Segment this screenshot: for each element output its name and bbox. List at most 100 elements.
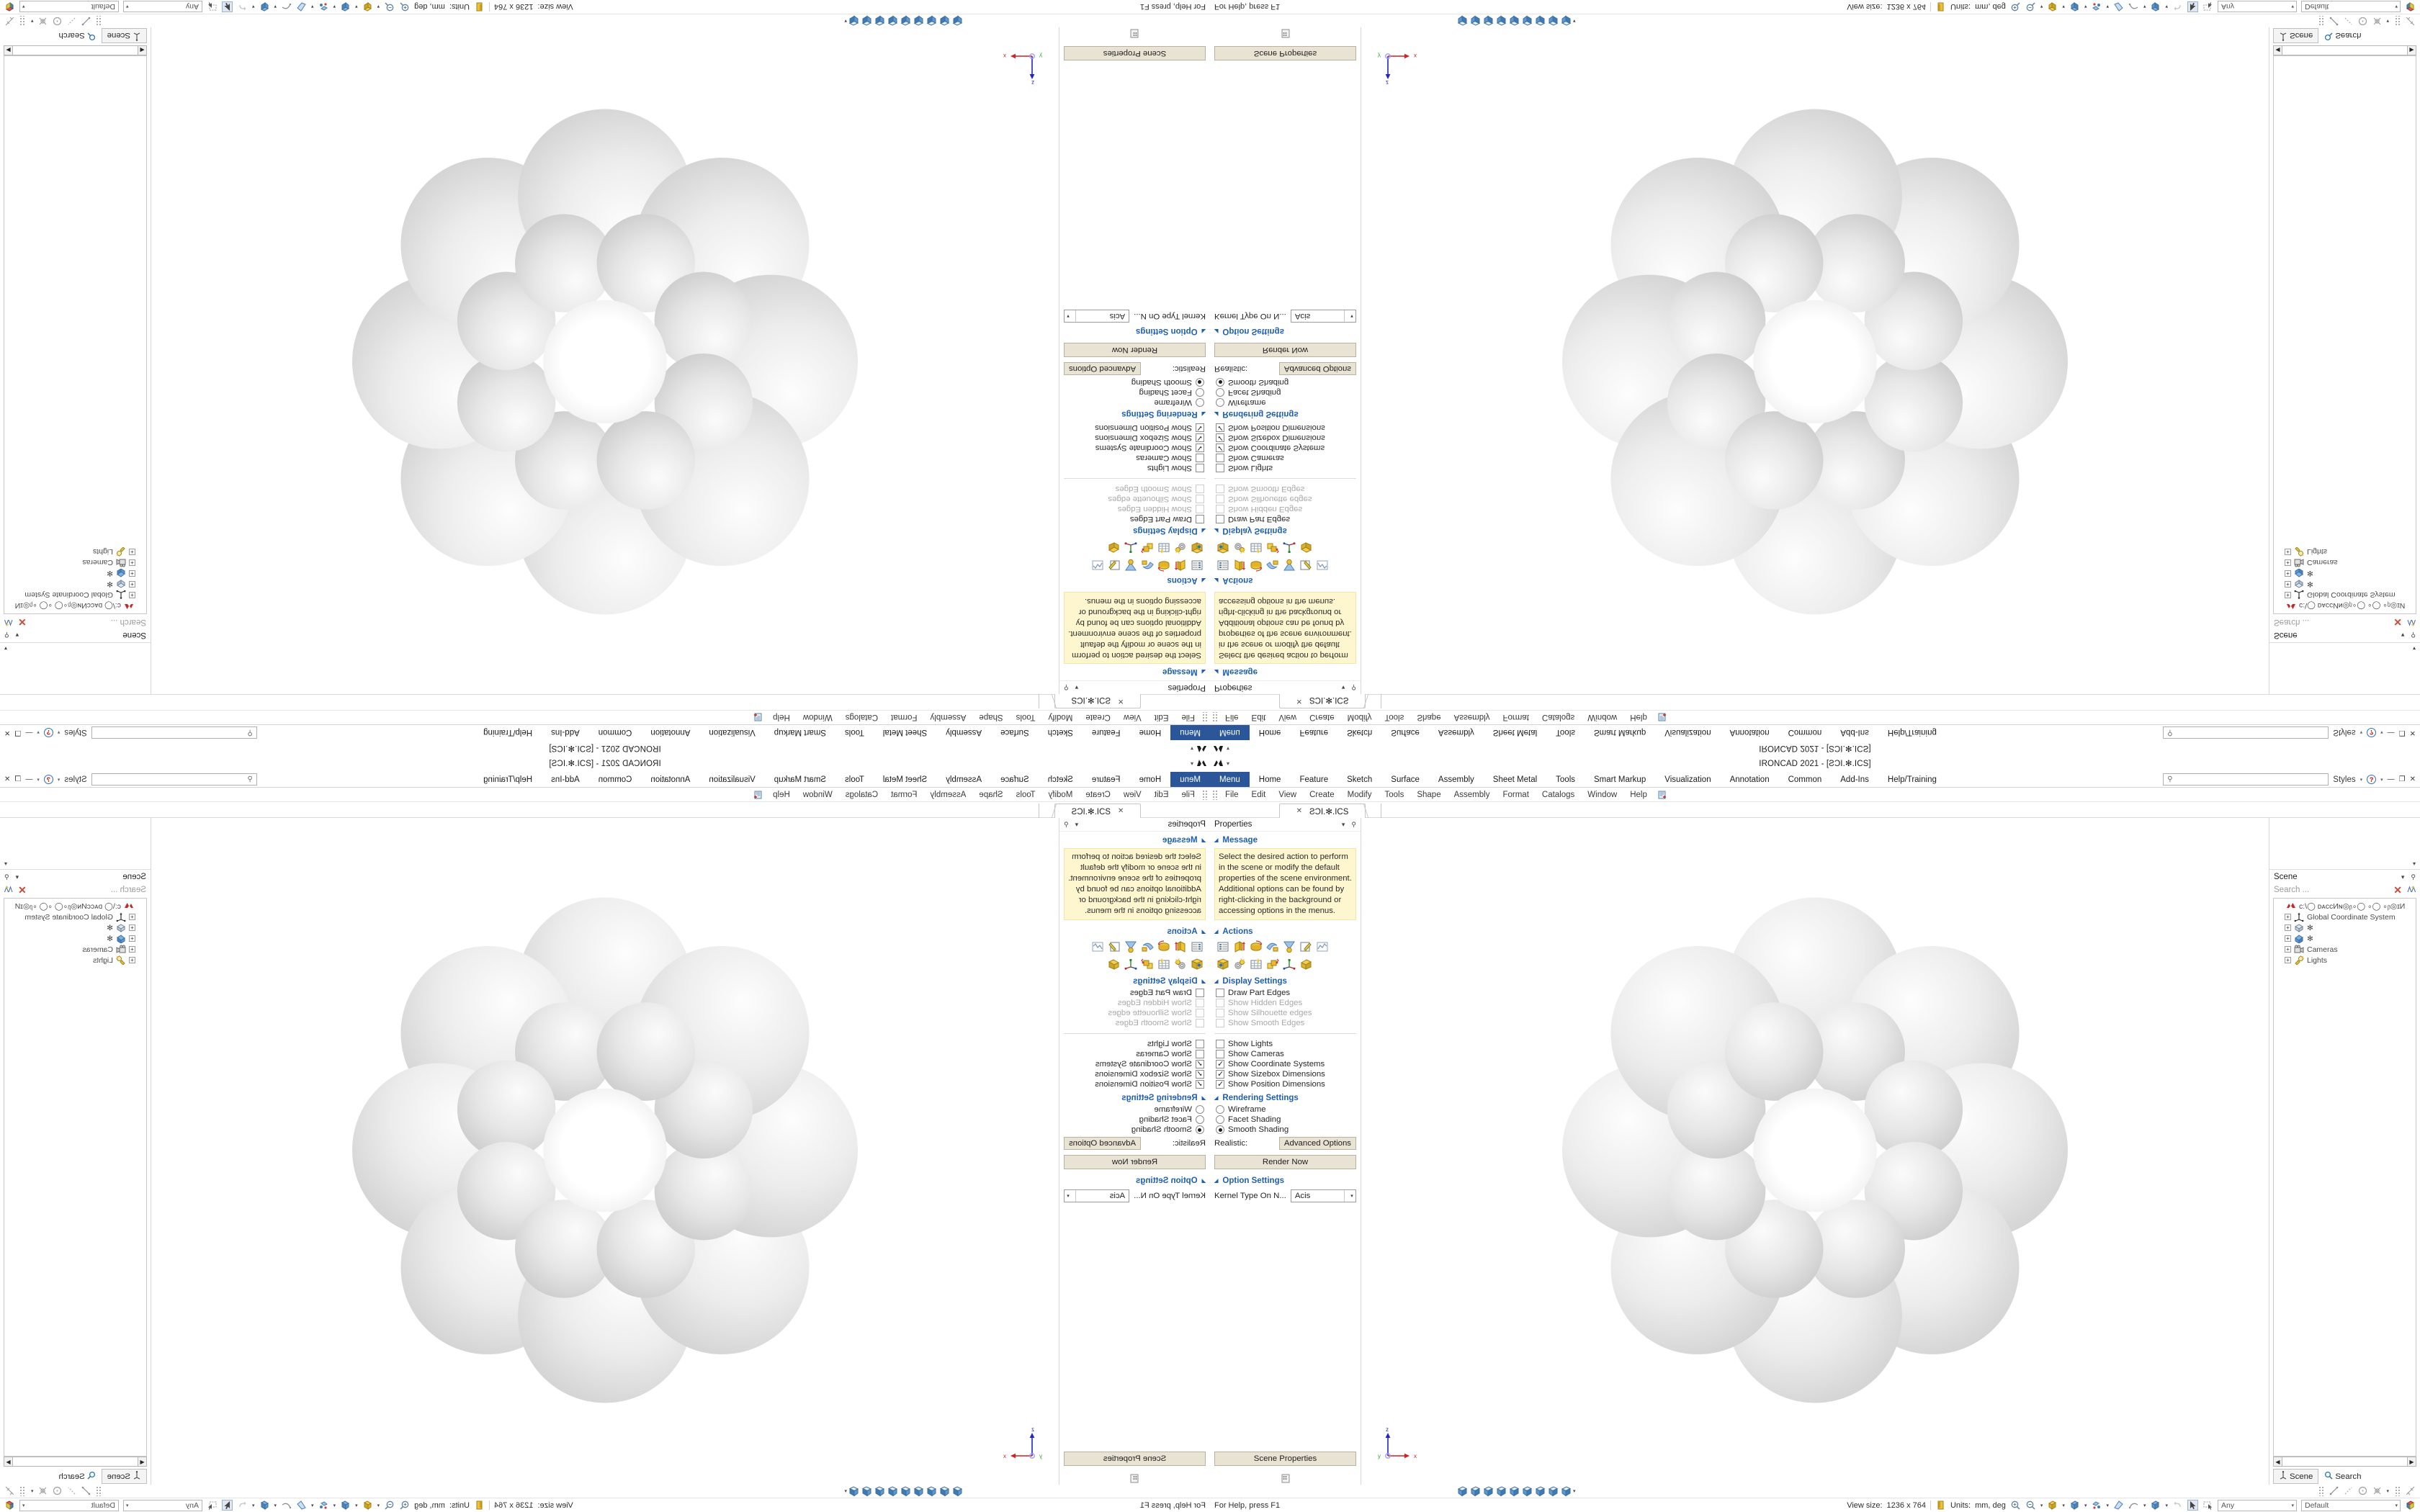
ribbon-tab-assembly[interactable]: Assembly <box>946 775 982 784</box>
chevron-down-icon[interactable]: ▾ <box>1341 684 1345 692</box>
chevron-down-icon[interactable]: ▾ <box>2291 1503 2294 1508</box>
radio-row-wireframe[interactable]: Wireframe <box>1210 1104 1361 1115</box>
expander-icon[interactable]: + <box>2285 935 2291 942</box>
radio-row-smooth-shading[interactable]: Smooth Shading <box>1210 1125 1361 1135</box>
slab-shape-icon[interactable] <box>1521 1485 1533 1497</box>
filter-icon[interactable] <box>2406 616 2416 628</box>
ribbon-tab-annotation[interactable]: Annotation <box>1729 728 1770 737</box>
document-tab[interactable]: ✕ ƧƆI.✻.ICS <box>1054 694 1141 708</box>
scene-tree[interactable]: c:\◯ ᴅᴀᴄᴄИɴ◎ᵦ∘◯ ∘◯ ∘ᵦ◎ɪИ + Global Coordina… <box>2273 55 2416 614</box>
ribbon-tab-sheet-metal[interactable]: Sheet Metal <box>882 728 928 737</box>
scroll-left-icon[interactable]: ◀ <box>138 1457 147 1467</box>
chevron-down-icon[interactable]: ▾ <box>2143 4 2146 9</box>
menu-item-catalogs[interactable]: Catalogs <box>1541 790 1575 799</box>
scene-tree-node[interactable]: + Lights <box>2275 546 2414 557</box>
minimize-button[interactable]: — <box>2387 775 2395 783</box>
zoom-in-icon[interactable] <box>2010 1500 2021 1511</box>
chevron-down-icon[interactable]: ▾ <box>2040 4 2043 9</box>
curve-select-icon[interactable] <box>2128 1500 2139 1511</box>
constraint-icon[interactable] <box>37 1485 48 1496</box>
arrow-cursor-icon[interactable] <box>2187 1 2198 12</box>
scene-parameter-icon[interactable] <box>1130 29 1140 39</box>
radio-icon[interactable] <box>1216 1115 1224 1125</box>
actions-section-header[interactable]: ◢ Actions <box>1210 923 1361 938</box>
shape-toolbar[interactable]: ▾ <box>1210 15 1576 27</box>
menu-item-edit[interactable]: Edit <box>1251 713 1266 722</box>
line-icon[interactable] <box>2329 1485 2339 1496</box>
gears-icon[interactable] <box>1232 541 1247 555</box>
arrow-cursor-icon[interactable] <box>222 1500 233 1511</box>
radio-row-facet-shading[interactable]: Facet Shading <box>1210 1115 1361 1125</box>
shape-select-icon[interactable] <box>2069 1500 2080 1511</box>
kernel-type-row[interactable]: Kernel Type On N... Acis ▾ <box>1059 307 1210 325</box>
sketch-toolbar-grip[interactable] <box>2318 16 2326 27</box>
bend-shape-icon[interactable] <box>1560 15 1572 27</box>
qat-dropdown-icon[interactable]: ▾ <box>1227 760 1230 767</box>
chevron-down-icon[interactable]: ▾ <box>22 1503 25 1508</box>
menu-item-view[interactable]: View <box>1123 713 1142 722</box>
rendering-settings-section-header[interactable]: ◢ Rendering Settings <box>1210 408 1361 423</box>
checkbox-icon[interactable] <box>1216 463 1224 472</box>
part-select-icon[interactable] <box>2047 1500 2058 1511</box>
chevron-down-icon[interactable]: ▾ <box>2040 1503 2043 1508</box>
ribbon-tab-feature[interactable]: Feature <box>1091 775 1121 784</box>
checkbox-icon[interactable] <box>1216 453 1224 462</box>
checkbox-icon[interactable] <box>1216 1059 1224 1069</box>
expander-icon[interactable]: + <box>129 581 135 588</box>
sphere-shape-icon[interactable] <box>1482 15 1494 27</box>
kernel-type-select[interactable]: Acis ▾ <box>1290 309 1356 323</box>
expander-icon[interactable]: + <box>129 559 135 566</box>
pin-icon[interactable]: ⚲ <box>1064 684 1069 692</box>
scroll-left-icon[interactable]: ◀ <box>2273 45 2282 55</box>
constraint-icon[interactable] <box>2372 16 2383 27</box>
block-icon[interactable] <box>1299 541 1313 555</box>
help-icon[interactable]: ? <box>43 728 53 737</box>
menu-customize-icon[interactable] <box>753 791 762 799</box>
checkbox-icon[interactable] <box>1196 514 1204 523</box>
sphere-shape-icon[interactable] <box>1482 1485 1494 1497</box>
part-select-icon[interactable] <box>362 1 373 12</box>
scene-tree-node[interactable]: + ✻ <box>6 579 145 590</box>
circle-icon[interactable] <box>2357 16 2368 27</box>
clear-search-icon[interactable]: ✕ <box>2393 884 2402 896</box>
checkbox-row-show-sizebox-dimensions[interactable]: Show Sizebox Dimensions <box>1059 433 1210 443</box>
collapse-triangle-icon[interactable]: ◢ <box>1214 410 1219 416</box>
chevron-down-icon[interactable]: ▾ <box>2395 4 2398 9</box>
chevron-down-icon[interactable]: ▾ <box>2291 4 2294 9</box>
radio-row-smooth-shading[interactable]: Smooth Shading <box>1210 377 1361 387</box>
torus-shape-icon[interactable] <box>1508 1485 1520 1497</box>
expander-icon[interactable]: + <box>2285 914 2291 920</box>
message-section-header[interactable]: ◢ Message <box>1059 665 1210 680</box>
dimension-icon[interactable] <box>2405 16 2416 27</box>
slot-shape-icon[interactable] <box>1547 15 1559 27</box>
scene-tree-node[interactable]: + ✻ <box>6 568 145 579</box>
chevron-down-icon[interactable]: ▾ <box>15 631 19 639</box>
actions-icon-row-2[interactable] <box>1059 539 1210 557</box>
render-style-icon[interactable] <box>2405 1500 2416 1511</box>
expander-icon[interactable]: + <box>129 957 135 963</box>
rendering-mode-radio-group[interactable]: Wireframe Facet Shading Smooth Shading <box>1059 1104 1210 1135</box>
menu-item-modify[interactable]: Modify <box>1347 790 1372 799</box>
gears-icon[interactable] <box>1232 957 1247 971</box>
menu-item-window[interactable]: Window <box>1587 790 1618 799</box>
style-select[interactable]: Default ▾ <box>19 1 119 13</box>
collapse-triangle-icon[interactable]: ◢ <box>1214 527 1219 533</box>
scene-search-input[interactable]: Search ... <box>2274 886 2310 894</box>
close-icon[interactable]: ✕ <box>1296 807 1302 815</box>
scene-dock-tab-search[interactable]: Search <box>2318 28 2367 43</box>
scene-tree-node[interactable]: + Global Coordinate System <box>6 912 145 922</box>
chevron-down-icon[interactable]: ▾ <box>37 777 40 783</box>
ribbon-tab-annotation[interactable]: Annotation <box>1729 775 1770 784</box>
checkbox-row-show-lights[interactable]: Show Lights <box>1210 1039 1361 1049</box>
construction-line-icon[interactable] <box>2343 16 2354 27</box>
torus-shape-icon[interactable] <box>900 15 912 27</box>
restore-button[interactable]: ❐ <box>14 729 22 737</box>
menu-item-view[interactable]: View <box>1278 790 1297 799</box>
chevron-down-icon[interactable]: ▾ <box>2106 1503 2109 1508</box>
actions-section-header[interactable]: ◢ Actions <box>1059 574 1210 589</box>
chevron-down-icon[interactable]: ▾ <box>57 777 60 783</box>
chevron-down-icon[interactable]: ▾ <box>4 860 8 867</box>
scene-tree[interactable]: c:\◯ ᴅᴀᴄᴄИɴ◎ᵦ∘◯ ∘◯ ∘ᵦ◎ɪИ + Global Coordina… <box>2273 898 2416 1457</box>
radio-icon[interactable] <box>1196 397 1204 407</box>
expander-icon[interactable]: + <box>2285 946 2291 953</box>
